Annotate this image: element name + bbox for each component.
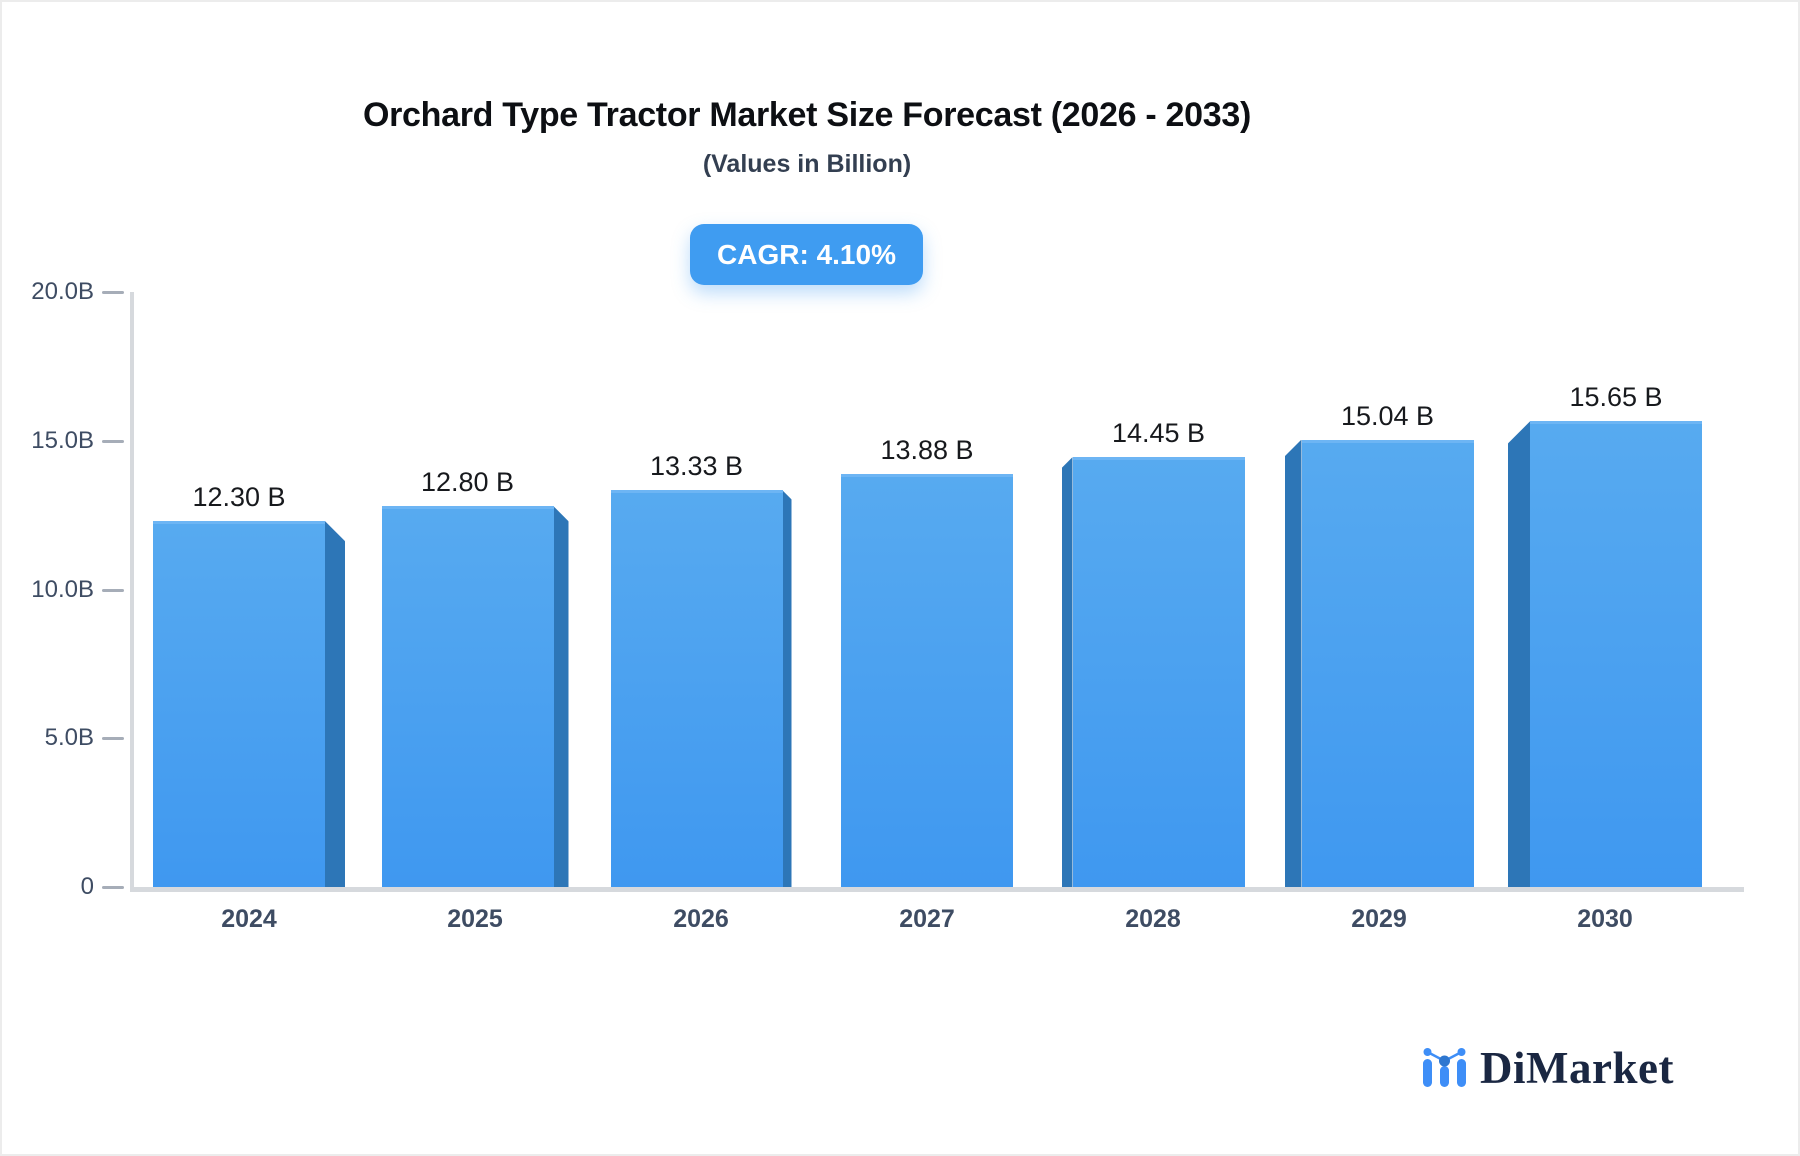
x-axis-label-2025: 2025	[447, 905, 503, 933]
bar-side-2026	[782, 490, 792, 887]
bar-2024	[153, 521, 325, 887]
x-axis-label-2024: 2024	[221, 905, 277, 933]
y-tick-label-20.0B: 20.0B	[31, 278, 94, 305]
x-axis-baseline	[130, 887, 1744, 892]
x-axis-label-2029: 2029	[1351, 905, 1407, 933]
logo-text: DiMarket	[1480, 1042, 1674, 1093]
y-tick-mark	[102, 588, 124, 592]
bar-value-label-2027: 13.88 B	[880, 435, 974, 466]
cagr-badge: CAGR: 4.10%	[690, 224, 923, 285]
x-axis-label-2027: 2027	[899, 905, 955, 933]
chart-title: Orchard Type Tractor Market Size Forecas…	[362, 96, 1252, 134]
x-axis-label-2028: 2028	[1125, 905, 1181, 933]
bar-2026	[610, 490, 783, 887]
y-tick-label-5.0B: 5.0B	[44, 724, 94, 752]
bar-2029	[1301, 439, 1474, 887]
bar-2030	[1530, 421, 1702, 887]
bar-side-2030	[1508, 421, 1530, 887]
bar-value-label-2028: 14.45 B	[1111, 418, 1206, 449]
y-tick-label-10.0B: 10.0B	[31, 575, 94, 603]
y-tick-mark	[102, 291, 124, 294]
x-axis-label-2030: 2030	[1577, 905, 1633, 933]
bar-2028	[1072, 457, 1245, 887]
bar-side-2025	[553, 506, 569, 887]
y-tick-label-15.0B: 15.0B	[31, 426, 94, 454]
bar-line-chart-logo-icon	[1423, 1048, 1466, 1087]
bar-value-label-2026: 13.33 B	[649, 451, 744, 482]
y-tick-mark	[102, 737, 124, 741]
bar-value-label-2024: 12.30 B	[192, 482, 286, 513]
y-axis-line	[130, 292, 134, 892]
bar-side-2029	[1284, 439, 1302, 887]
bar-value-label-2030: 15.65 B	[1569, 382, 1663, 413]
bar-side-2028	[1061, 457, 1073, 887]
bar-value-label-2025: 12.80 B	[420, 467, 515, 498]
bar-2025	[381, 506, 554, 887]
bar-2027	[841, 474, 1013, 887]
y-tick-mark	[102, 439, 124, 443]
bar-side-2024	[325, 521, 345, 887]
cagr-badge-label: CAGR: 4.10%	[717, 238, 896, 270]
y-tick-label-0: 0	[80, 873, 94, 900]
y-tick-mark	[102, 886, 124, 889]
chart-subtitle: (Values in Billion)	[702, 150, 912, 178]
x-axis-label-2026: 2026	[673, 905, 729, 933]
logo: DiMarket	[1420, 1042, 1674, 1094]
bar-value-label-2029: 15.04 B	[1340, 400, 1435, 431]
